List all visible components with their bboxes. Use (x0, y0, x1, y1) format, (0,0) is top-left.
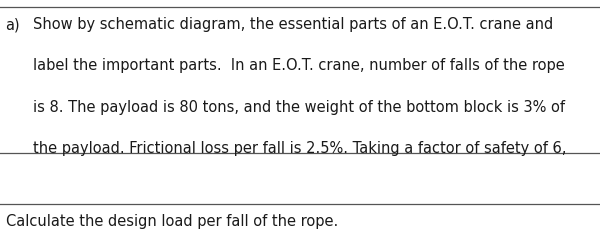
Text: label the important parts.  In an E.O.T. crane, number of falls of the rope: label the important parts. In an E.O.T. … (33, 58, 565, 73)
Text: Show by schematic diagram, the essential parts of an E.O.T. crane and: Show by schematic diagram, the essential… (33, 17, 553, 32)
Text: is 8. The payload is 80 tons, and the weight of the bottom block is 3% of: is 8. The payload is 80 tons, and the we… (33, 100, 565, 115)
Text: the payload. Frictional loss per fall is 2.5%. Taking a factor of safety of 6,: the payload. Frictional loss per fall is… (33, 141, 566, 156)
Text: a): a) (5, 17, 19, 32)
Text: Calculate the design load per fall of the rope.: Calculate the design load per fall of th… (6, 214, 338, 229)
